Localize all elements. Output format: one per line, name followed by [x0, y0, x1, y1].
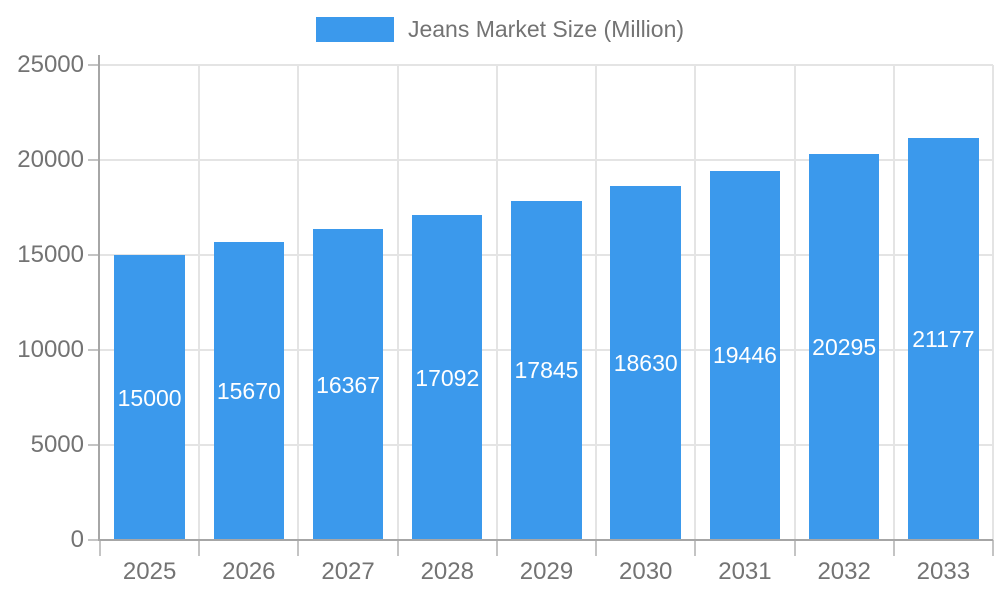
x-gridline	[495, 65, 498, 540]
x-axis-label: 2028	[420, 558, 474, 585]
x-axis-label: 2031	[718, 558, 772, 585]
x-axis-label: 2030	[619, 558, 673, 585]
x-gridline	[793, 65, 796, 540]
x-gridline	[297, 65, 300, 540]
bar-value-label: 19446	[712, 342, 777, 369]
bar[interactable]	[213, 242, 285, 540]
bar[interactable]	[511, 200, 582, 540]
bar[interactable]	[114, 255, 185, 540]
bar-value-label: 15670	[216, 378, 281, 405]
x-axis-tick	[793, 540, 796, 556]
x-gridline	[198, 65, 201, 540]
bar-value-label: 17845	[514, 357, 579, 384]
y-axis-tick	[88, 444, 100, 446]
x-gridline	[694, 65, 697, 540]
y-gridline	[100, 64, 993, 66]
y-axis-label: 10000	[17, 336, 84, 363]
bar[interactable]	[610, 186, 681, 540]
bar-value-label: 17092	[415, 364, 480, 391]
x-axis-tick	[198, 540, 201, 556]
x-axis-label: 2033	[916, 558, 971, 585]
x-gridline	[396, 65, 399, 540]
x-gridline	[595, 65, 598, 540]
bar[interactable]	[312, 229, 384, 540]
bar[interactable]	[412, 215, 483, 540]
y-gridline	[100, 159, 993, 161]
x-axis-label: 2032	[817, 558, 871, 585]
y-axis-label: 25000	[17, 51, 84, 78]
x-axis-tick	[396, 540, 399, 556]
bar-value-label: 21177	[912, 325, 975, 352]
y-axis-tick	[88, 64, 100, 66]
x-axis-tick	[992, 540, 994, 556]
bar-value-label: 20295	[812, 334, 877, 361]
x-axis-tick	[297, 540, 300, 556]
bar[interactable]	[908, 137, 979, 540]
x-axis-line	[98, 539, 993, 541]
x-axis-label: 2029	[519, 558, 574, 585]
x-axis-label: 2026	[222, 558, 276, 585]
bar[interactable]	[709, 170, 781, 540]
y-axis-label: 15000	[17, 241, 84, 268]
bar[interactable]	[808, 154, 880, 540]
y-axis-tick	[88, 254, 100, 256]
x-gridline	[992, 65, 994, 540]
y-axis-tick	[88, 349, 100, 351]
bar-value-label: 16367	[316, 371, 381, 398]
x-axis-tick	[595, 540, 598, 556]
legend-label: Jeans Market Size (Million)	[407, 16, 685, 42]
y-axis-tick	[88, 159, 100, 161]
y-axis-tick	[88, 539, 100, 541]
x-gridline	[892, 65, 895, 540]
x-axis-tick	[892, 540, 895, 556]
y-axis-label: 0	[70, 526, 84, 553]
legend[interactable]: Jeans Market Size (Million)	[0, 16, 1000, 43]
bar-value-label: 18630	[613, 350, 678, 376]
y-axis-line	[98, 55, 100, 540]
x-axis-tick	[99, 540, 101, 556]
x-axis-tick	[694, 540, 697, 556]
y-axis-label: 20000	[17, 146, 84, 173]
x-axis-label: 2025	[122, 558, 177, 585]
legend-swatch	[315, 17, 394, 42]
x-axis-tick	[495, 540, 498, 556]
x-axis-label: 2027	[321, 558, 375, 585]
y-axis-label: 5000	[30, 431, 84, 458]
bar-value-label: 15000	[117, 384, 182, 411]
